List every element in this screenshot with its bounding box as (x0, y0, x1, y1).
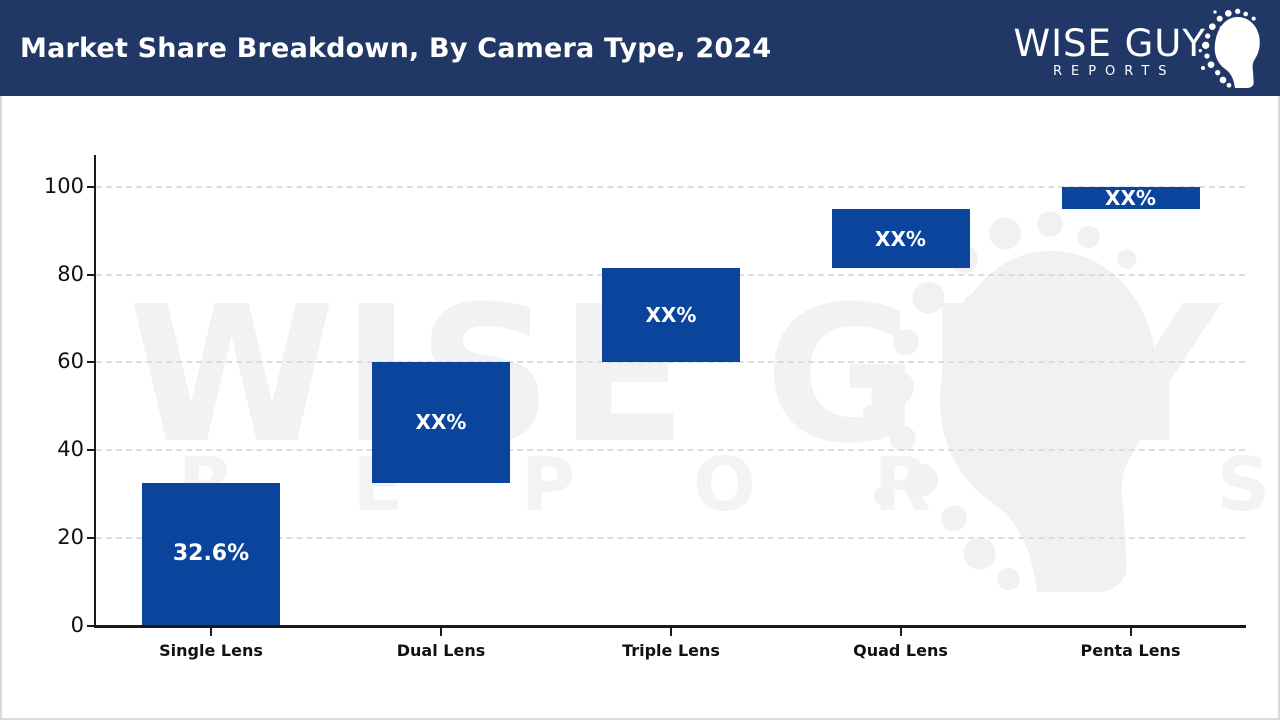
x-tick-mark (1129, 628, 1132, 636)
x-category-label: Quad Lens (853, 641, 948, 660)
x-tick-mark (899, 628, 902, 636)
y-tick-mark (87, 361, 94, 364)
grid-line (96, 536, 1245, 539)
grid-line (96, 361, 1245, 364)
x-category-label: Penta Lens (1080, 641, 1181, 660)
y-axis-line (94, 155, 96, 627)
y-tick-label: 80 (57, 261, 84, 286)
header-bar: Market Share Breakdown, By Camera Type, … (0, 0, 1280, 96)
x-axis-line (94, 625, 1246, 628)
bar: XX% (1061, 185, 1200, 210)
x-category-label: Dual Lens (396, 641, 486, 660)
y-tick-mark (87, 186, 94, 188)
grid-line (96, 449, 1245, 452)
y-tick-mark (87, 536, 94, 539)
wise-guy-logo: WISE GUY REPORTS (1014, 8, 1268, 88)
page-title: Market Share Breakdown, By Camera Type, … (20, 32, 772, 64)
bar: XX% (602, 268, 740, 363)
y-tick-label: 0 (70, 612, 84, 637)
bar-value-label: XX% (875, 226, 926, 251)
logo-wordmark: WISE GUY (1013, 21, 1206, 65)
x-tick-mark (440, 628, 442, 636)
x-category-label: Triple Lens (622, 641, 720, 660)
grid-line (96, 186, 1245, 188)
bar-value-label: XX% (1105, 185, 1156, 210)
bar: 32.6% (142, 482, 280, 626)
bar-value-label: XX% (645, 303, 697, 328)
y-tick-mark (87, 624, 94, 627)
logo-subtitle: REPORTS (1052, 63, 1176, 79)
bar: XX% (831, 208, 970, 269)
x-tick-mark (670, 628, 672, 636)
x-tick-mark (210, 628, 212, 636)
y-tick-mark (87, 273, 94, 276)
dotted-head-icon (1198, 8, 1260, 88)
bar-value-label: XX% (415, 410, 467, 435)
y-tick-label: 40 (57, 437, 84, 462)
y-tick-label: 20 (57, 524, 84, 549)
x-category-label: Single Lens (159, 641, 263, 660)
logo-text: WISE GUY REPORTS (1014, 25, 1206, 78)
bar-value-label: 32.6% (172, 541, 250, 567)
y-tick-label: 100 (43, 174, 84, 198)
bar: XX% (372, 362, 510, 483)
y-tick-label: 60 (57, 349, 84, 374)
y-tick-mark (87, 449, 94, 452)
